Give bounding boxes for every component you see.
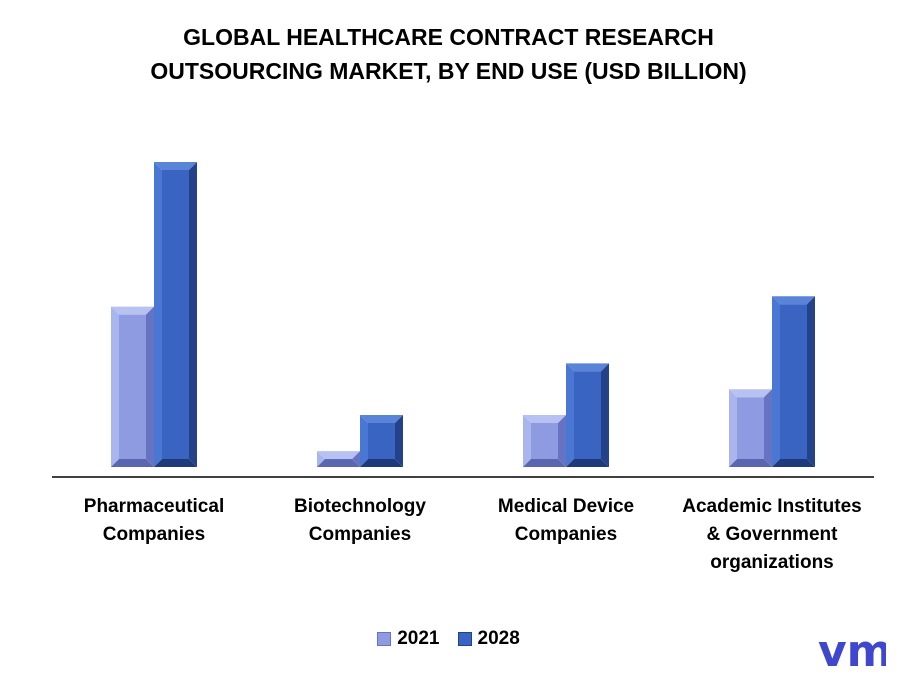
bar-right-bevel bbox=[601, 363, 609, 467]
bar-bottom-bevel bbox=[523, 459, 566, 467]
category-label-line: & Government bbox=[706, 524, 838, 545]
category-label-line: Medical Device bbox=[497, 496, 635, 517]
bar-2021-3 bbox=[729, 389, 772, 467]
legend: 2021 2028 bbox=[0, 628, 897, 650]
category-label-2: Medical Device Companies bbox=[461, 493, 671, 549]
bar-right-bevel bbox=[189, 162, 197, 467]
bar-bottom-bevel bbox=[317, 459, 360, 467]
legend-item-2021: 2021 bbox=[377, 628, 440, 650]
bar-face bbox=[119, 314, 146, 459]
legend-swatch-2021 bbox=[377, 632, 392, 646]
category-label-line: Pharmaceutical bbox=[83, 496, 225, 517]
bar-face bbox=[162, 170, 189, 459]
bar-left-bevel bbox=[523, 415, 531, 467]
bar-right-bevel bbox=[764, 389, 772, 467]
chart-title-line-1: GLOBAL HEALTHCARE CONTRACT RESEARCH bbox=[183, 24, 714, 50]
category-label-line: organizations bbox=[710, 552, 834, 573]
category-label-line: Biotechnology bbox=[294, 496, 426, 517]
bar-top-bevel bbox=[566, 363, 609, 372]
bar-2021-1 bbox=[317, 451, 360, 467]
category-label-0: Pharmaceutical Companies bbox=[49, 493, 259, 549]
legend-label-2021: 2021 bbox=[397, 628, 440, 649]
bar-bottom-bevel bbox=[154, 459, 197, 467]
legend-label-2028: 2028 bbox=[477, 628, 520, 649]
bar-top-bevel bbox=[154, 162, 197, 170]
chart-title: GLOBAL HEALTHCARE CONTRACT RESEARCH OUTS… bbox=[0, 20, 897, 88]
vmr-logo-icon: vmr bbox=[818, 628, 886, 674]
bar-right-bevel bbox=[558, 415, 566, 467]
bar-left-bevel bbox=[154, 162, 162, 467]
bar-bottom-bevel bbox=[566, 459, 609, 467]
bar-top-bevel bbox=[360, 415, 403, 424]
legend-swatch-2028 bbox=[457, 632, 472, 646]
bar-bottom-bevel bbox=[729, 459, 772, 467]
bar-2028-0 bbox=[154, 162, 197, 467]
legend-item-2028: 2028 bbox=[457, 628, 520, 650]
bar-left-bevel bbox=[111, 306, 119, 467]
bar-left-bevel bbox=[317, 451, 325, 467]
bar-2021-2 bbox=[523, 415, 566, 467]
chart-title-line-2: OUTSOURCING MARKET, BY END USE (USD BILL… bbox=[150, 58, 747, 84]
logo-text: vmr bbox=[818, 628, 886, 674]
bar-right-bevel bbox=[146, 306, 154, 467]
bar-2021-0 bbox=[111, 306, 154, 467]
bar-face bbox=[780, 304, 807, 459]
bar-face bbox=[574, 371, 601, 459]
bar-face bbox=[368, 423, 395, 459]
bar-bottom-bevel bbox=[360, 459, 403, 467]
bar-right-bevel bbox=[352, 451, 360, 467]
bar-top-bevel bbox=[317, 451, 360, 460]
bar-left-bevel bbox=[772, 296, 780, 467]
bar-top-bevel bbox=[523, 415, 566, 424]
bar-left-bevel bbox=[566, 363, 574, 467]
category-label-line: Companies bbox=[308, 524, 412, 545]
bar-top-bevel bbox=[772, 296, 815, 305]
category-label-line: Academic Institutes bbox=[682, 496, 862, 517]
category-label-line: Companies bbox=[514, 524, 618, 545]
bar-top-bevel bbox=[729, 389, 772, 398]
bar-bottom-bevel bbox=[772, 459, 815, 467]
bar-2028-3 bbox=[772, 296, 815, 467]
bar-bottom-bevel bbox=[111, 459, 154, 467]
category-label-line: Companies bbox=[102, 524, 206, 545]
bar-left-bevel bbox=[729, 389, 737, 467]
bar-2028-2 bbox=[566, 363, 609, 467]
category-label-1: Biotechnology Companies bbox=[255, 493, 465, 549]
bar-face bbox=[737, 397, 764, 459]
bar-right-bevel bbox=[395, 415, 403, 467]
bar-2028-1 bbox=[360, 415, 403, 467]
bar-left-bevel bbox=[360, 415, 368, 467]
bar-top-bevel bbox=[111, 306, 154, 315]
bar-right-bevel bbox=[807, 296, 815, 467]
category-label-3: Academic Institutes & Government organizat… bbox=[667, 493, 877, 577]
bar-face bbox=[531, 423, 558, 459]
